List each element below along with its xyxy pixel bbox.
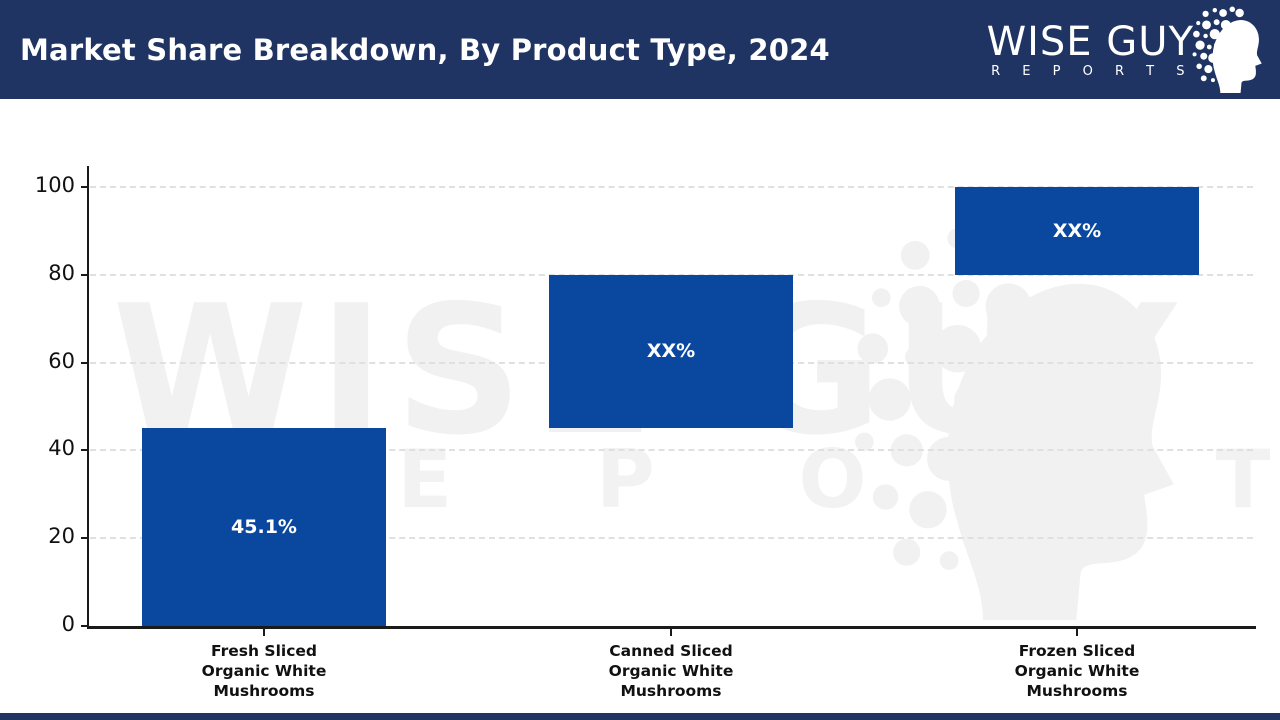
gridline-40 — [90, 449, 1253, 452]
category-label-line: Organic White — [201, 662, 327, 680]
category-label-line: Canned Sliced — [609, 642, 733, 660]
x-tick-mark-3 — [1076, 629, 1078, 636]
y-tick-label-60: 60 — [48, 348, 75, 373]
bar-segment-3: XX% — [955, 187, 1199, 275]
wise-guy-reports-logo: WISE GUY R E P O R T S — [987, 7, 1270, 93]
gridline-20 — [90, 537, 1253, 540]
y-tick-label-40: 40 — [48, 436, 75, 461]
category-label-line: Mushrooms — [1026, 682, 1128, 700]
x-axis-category-label-2: Canned Sliced Organic White Mushrooms — [511, 641, 831, 701]
header-bar: Market Share Breakdown, By Product Type,… — [0, 0, 1280, 99]
footer-bar — [0, 713, 1280, 720]
y-tick-mark-20 — [81, 537, 89, 540]
category-label-line: Frozen Sliced — [1018, 642, 1136, 660]
logo-subtitle: R E P O R T S — [991, 63, 1194, 79]
bar-value-label-2: XX% — [646, 340, 696, 363]
page-title: Market Share Breakdown, By Product Type,… — [20, 32, 830, 67]
x-tick-mark-2 — [670, 629, 672, 636]
y-axis-line — [87, 166, 89, 628]
x-axis-line — [87, 626, 1256, 629]
category-label-line: Organic White — [608, 662, 734, 680]
category-label-line: Fresh Sliced — [211, 642, 317, 660]
y-tick-mark-0 — [81, 625, 89, 627]
gridline-100 — [90, 186, 1253, 188]
logo-head-icon — [1178, 1, 1270, 93]
y-tick-label-20: 20 — [48, 524, 75, 549]
y-tick-mark-100 — [81, 186, 89, 188]
logo-wordmark: WISE GUY — [986, 18, 1194, 65]
category-label-line: Organic White — [1014, 662, 1140, 680]
bar-value-label-1: 45.1% — [231, 515, 297, 538]
y-tick-mark-60 — [81, 361, 89, 364]
y-tick-mark-40 — [81, 449, 89, 452]
y-tick-mark-80 — [81, 273, 89, 276]
bar-segment-2: XX% — [549, 274, 793, 428]
bar-value-label-3: XX% — [1052, 219, 1102, 242]
category-label-line: Mushrooms — [213, 682, 315, 700]
logo-text: WISE GUY R E P O R T S — [987, 22, 1194, 78]
category-label-line: Mushrooms — [620, 682, 722, 700]
x-axis-category-label-1: Fresh Sliced Organic White Mushrooms — [104, 641, 424, 701]
x-tick-mark-1 — [263, 629, 265, 636]
y-tick-label-80: 80 — [48, 260, 75, 285]
y-tick-label-0: 0 — [61, 612, 75, 636]
y-tick-label-100: 100 — [34, 173, 75, 197]
bar-segment-1: 45.1% — [142, 428, 386, 626]
x-axis-category-label-3: Frozen Sliced Organic White Mushrooms — [917, 641, 1237, 701]
